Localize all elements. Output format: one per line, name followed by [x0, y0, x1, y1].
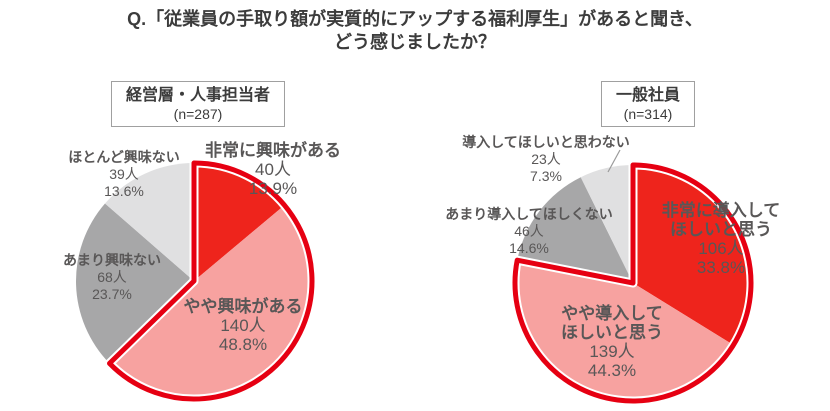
label-not-very-interested: あまり興味ない 68人 23.7%	[63, 252, 161, 303]
pie-slice	[515, 260, 734, 401]
slice-name: やや興味がある	[183, 297, 303, 316]
slice-name: あまり興味ない	[63, 252, 161, 268]
slice-count: 140人	[220, 316, 266, 335]
slice-name: 非常に導入して	[661, 201, 781, 220]
slice-percent: 7.3%	[530, 168, 562, 184]
slice-percent: 33.8%	[696, 258, 746, 277]
label-somewhat-want-adoption: やや導入して ほしいと思う 139人 44.3%	[561, 304, 663, 380]
slice-count: 139人	[589, 342, 635, 361]
question-title: Q.「従業員の手取り額が実質的にアップする福利厚生」があると聞き、 どう感じまし…	[0, 8, 830, 54]
slice-count: 106人	[698, 239, 744, 258]
slice-count: 23人	[531, 151, 561, 167]
group-box-employees: 一般社員 (n=314)	[600, 81, 696, 127]
slice-percent: 13.6%	[104, 183, 144, 199]
pie-slice	[517, 177, 633, 283]
pie-slice	[580, 165, 633, 283]
slice-name: ほしいと思う	[670, 220, 772, 239]
pie-slice	[109, 205, 313, 400]
pie-slice	[194, 163, 285, 281]
slice-count: 46人	[514, 223, 544, 239]
group-label-management: 経営層・人事担当者	[125, 87, 271, 104]
pie-chart-management	[76, 158, 317, 404]
slice-name: ほとんど興味ない	[68, 149, 180, 165]
slice-count: 40人	[255, 160, 291, 179]
label-hardly-interested: ほとんど興味ない 39人 13.6%	[68, 149, 180, 200]
label-strongly-want-adoption: 非常に導入して ほしいと思う 106人 33.8%	[662, 201, 781, 277]
slice-percent: 48.8%	[218, 335, 268, 354]
label-leader-line	[607, 149, 621, 173]
highlight-outline	[512, 162, 754, 404]
slice-percent: 23.7%	[92, 286, 132, 302]
label-do-not-want-adoption: 導入してほしいと思わない 23人 7.3%	[462, 134, 630, 185]
pie-slice	[76, 203, 194, 364]
slice-percent: 44.3%	[587, 361, 637, 380]
pie-chart-employees	[510, 149, 756, 406]
slice-name: あまり導入してほしくない	[445, 206, 613, 222]
slice-count: 68人	[97, 269, 127, 285]
group-box-management: 経営層・人事担当者 (n=287)	[110, 81, 286, 127]
question-title-line2: どう感じましたか？	[334, 32, 496, 52]
question-title-line1: Q.「従業員の手取り額が実質的にアップする福利厚生」があると聞き、	[127, 9, 703, 29]
label-somewhat-interested: やや興味がある 140人 48.8%	[184, 297, 303, 354]
slice-name: ほしいと思う	[561, 323, 663, 342]
slice-name: やや導入して	[561, 304, 663, 323]
slice-percent: 14.6%	[509, 240, 549, 256]
slice-name: 導入してほしいと思わない	[462, 134, 630, 150]
highlight-outline	[107, 160, 315, 402]
group-n-employees: (n=314)	[623, 106, 673, 122]
slice-count: 39人	[109, 166, 139, 182]
label-not-really-want-adoption: あまり導入してほしくない 46人 14.6%	[445, 206, 613, 257]
pie-slice	[104, 163, 194, 281]
label-very-interested: 非常に興味がある 40人 13.9%	[205, 141, 341, 198]
slice-percent: 13.9%	[248, 179, 298, 198]
slice-name: 非常に興味がある	[205, 141, 341, 160]
group-label-employees: 一般社員	[615, 87, 681, 104]
group-n-management: (n=287)	[173, 106, 223, 122]
